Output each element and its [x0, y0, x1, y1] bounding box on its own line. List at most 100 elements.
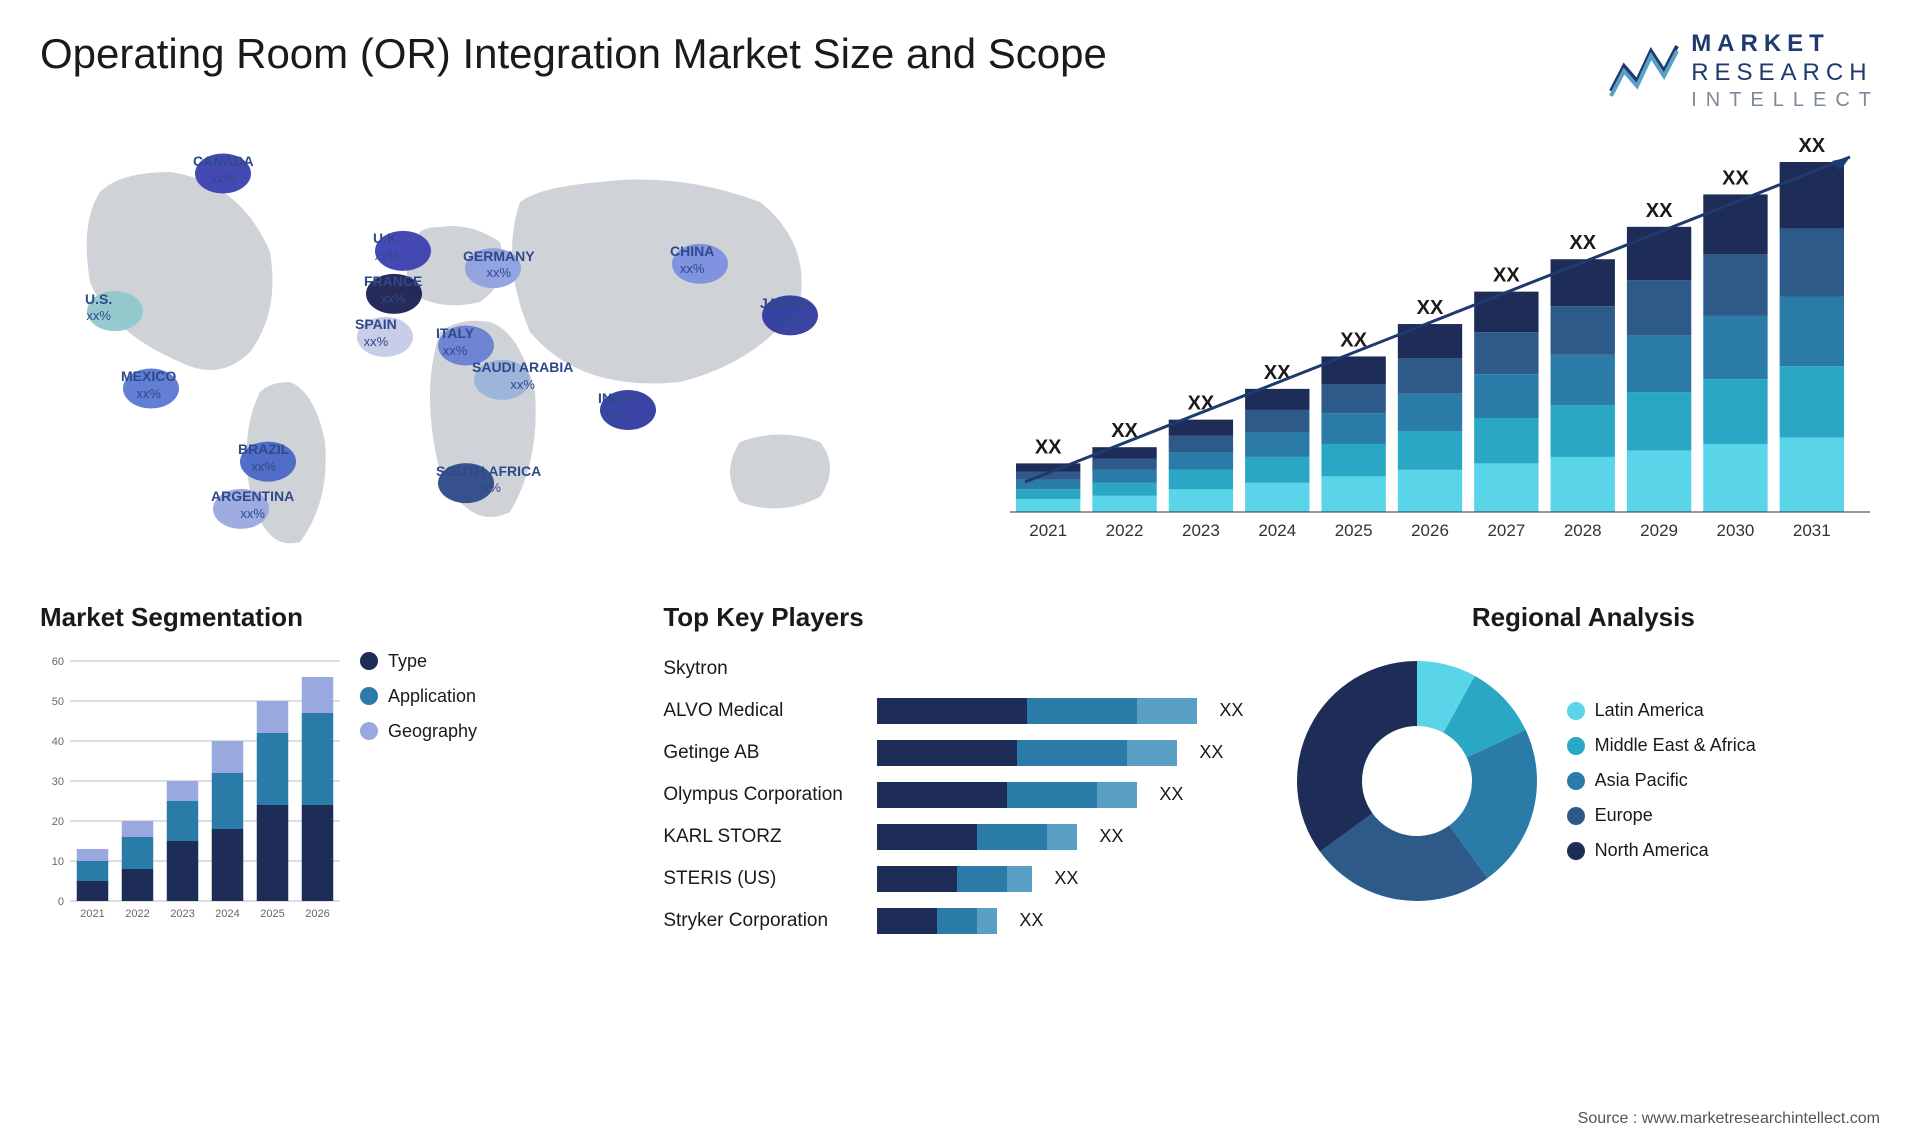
players-title: Top Key Players	[663, 602, 1256, 633]
donut-svg	[1287, 651, 1547, 911]
svg-text:2031: 2031	[1793, 521, 1831, 540]
svg-text:2027: 2027	[1487, 521, 1525, 540]
player-name: STERIS (US)	[663, 868, 863, 890]
map-label-italy: ITALYxx%	[436, 325, 474, 359]
player-name: KARL STORZ	[663, 826, 863, 848]
svg-text:2023: 2023	[1182, 521, 1220, 540]
segmentation-title: Market Segmentation	[40, 602, 633, 633]
players-section: Top Key Players SkytronALVO MedicalXXGet…	[663, 602, 1256, 945]
player-value: XX	[1054, 868, 1078, 889]
region-legend-middle-east-africa: Middle East & Africa	[1567, 735, 1756, 756]
player-name: Skytron	[663, 658, 863, 680]
forecast-svg: XX 2021 XX 2022 XX 2023 XX 2024 XX 2025 XX 2026 XX 20…	[980, 132, 1880, 562]
svg-text:2021: 2021	[80, 908, 104, 920]
svg-text:XX: XX	[1264, 361, 1291, 383]
map-label-germany: GERMANYxx%	[463, 248, 535, 282]
segmentation-section: Market Segmentation 0 10 20 30 40 50 60 2021 202…	[40, 602, 633, 945]
player-bar	[877, 740, 1177, 766]
player-bar	[877, 866, 1032, 892]
svg-text:2026: 2026	[305, 908, 329, 920]
player-value: XX	[1219, 700, 1243, 721]
svg-text:2022: 2022	[1106, 521, 1144, 540]
svg-text:XX: XX	[1722, 167, 1749, 189]
map-label-u-k-: U.K.xx%	[373, 230, 401, 264]
map-label-france: FRANCExx%	[364, 273, 422, 307]
map-label-argentina: ARGENTINAxx%	[211, 488, 294, 522]
map-label-brazil: BRAZILxx%	[238, 441, 289, 475]
svg-text:2026: 2026	[1411, 521, 1449, 540]
svg-text:2029: 2029	[1640, 521, 1678, 540]
logo-text-3: INTELLECT	[1691, 88, 1880, 112]
player-name: Getinge AB	[663, 742, 863, 764]
svg-text:XX: XX	[1493, 264, 1520, 286]
segmentation-svg: 0102030405060202120222023202420252026	[40, 651, 340, 931]
svg-text:2030: 2030	[1717, 521, 1755, 540]
donut-legend: Latin America Middle East & Africa Asia Pa…	[1567, 700, 1756, 861]
logo-text-2: RESEARCH	[1691, 59, 1880, 88]
svg-text:2024: 2024	[215, 908, 239, 920]
player-value: XX	[1019, 910, 1043, 931]
map-label-u-s-: U.S.xx%	[85, 291, 112, 325]
region-legend-asia-pacific: Asia Pacific	[1567, 770, 1756, 791]
map-label-india: INDIAxx%	[598, 390, 636, 424]
map-label-south-africa: SOUTH AFRICAxx%	[436, 463, 541, 497]
svg-text:XX: XX	[1035, 436, 1062, 458]
player-row-olympus-corporation: Olympus Corporation XX	[663, 777, 1256, 813]
player-row-stryker-corporation: Stryker Corporation XX	[663, 903, 1256, 939]
player-row-skytron: Skytron	[663, 651, 1256, 687]
logo-text-1: MARKET	[1691, 30, 1880, 59]
seg-legend-type: Type	[360, 651, 477, 672]
players-list: SkytronALVO MedicalXXGetinge ABXXOlympus…	[663, 651, 1256, 939]
segmentation-legend: Type Application Geography	[360, 651, 477, 931]
svg-text:2025: 2025	[1335, 521, 1373, 540]
player-value: XX	[1099, 826, 1123, 847]
svg-text:40: 40	[52, 736, 64, 748]
regional-title: Regional Analysis	[1287, 602, 1880, 633]
player-name: Stryker Corporation	[663, 910, 863, 932]
player-bar	[877, 908, 997, 934]
player-name: ALVO Medical	[663, 700, 863, 722]
forecast-chart: XX 2021 XX 2022 XX 2023 XX 2024 XX 2025 XX 2026 XX 20…	[980, 132, 1880, 562]
svg-text:20: 20	[52, 816, 64, 828]
regional-section: Regional Analysis Latin America Middle Ea…	[1287, 602, 1880, 945]
region-legend-latin-america: Latin America	[1567, 700, 1756, 721]
map-label-saudi-arabia: SAUDI ARABIAxx%	[472, 359, 573, 393]
seg-legend-application: Application	[360, 686, 477, 707]
logo-icon	[1609, 41, 1679, 101]
source-text: Source : www.marketresearchintellect.com	[1578, 1110, 1880, 1128]
svg-text:10: 10	[52, 856, 64, 868]
player-row-steris-us-: STERIS (US) XX	[663, 861, 1256, 897]
player-value: XX	[1199, 742, 1223, 763]
player-value: XX	[1159, 784, 1183, 805]
svg-text:XX: XX	[1569, 232, 1596, 254]
svg-text:2023: 2023	[170, 908, 194, 920]
player-bar	[877, 782, 1137, 808]
map-label-china: CHINAxx%	[670, 243, 714, 277]
map-label-japan: JAPANxx%	[760, 295, 806, 329]
svg-text:60: 60	[52, 656, 64, 668]
svg-text:50: 50	[52, 696, 64, 708]
player-name: Olympus Corporation	[663, 784, 863, 806]
svg-text:0: 0	[58, 896, 64, 908]
svg-text:2024: 2024	[1258, 521, 1296, 540]
player-row-getinge-ab: Getinge AB XX	[663, 735, 1256, 771]
player-row-alvo-medical: ALVO Medical XX	[663, 693, 1256, 729]
map-svg	[40, 132, 940, 562]
world-map: CANADAxx% U.S.xx% MEXICOxx% BRAZILxx% ARGENT…	[40, 132, 940, 562]
svg-text:XX: XX	[1646, 199, 1673, 221]
region-legend-europe: Europe	[1567, 805, 1756, 826]
player-bar	[877, 698, 1197, 724]
player-bar	[877, 824, 1077, 850]
page-title: Operating Room (OR) Integration Market S…	[40, 30, 1107, 78]
brand-logo: MARKET RESEARCH INTELLECT	[1609, 30, 1880, 112]
svg-text:XX: XX	[1798, 135, 1825, 157]
svg-text:2025: 2025	[260, 908, 284, 920]
seg-legend-geography: Geography	[360, 721, 477, 742]
map-label-canada: CANADAxx%	[193, 153, 254, 187]
svg-text:30: 30	[52, 776, 64, 788]
svg-text:2021: 2021	[1029, 521, 1067, 540]
player-row-karl-storz: KARL STORZ XX	[663, 819, 1256, 855]
map-label-spain: SPAINxx%	[355, 316, 397, 350]
map-label-mexico: MEXICOxx%	[121, 368, 176, 402]
svg-text:2028: 2028	[1564, 521, 1602, 540]
